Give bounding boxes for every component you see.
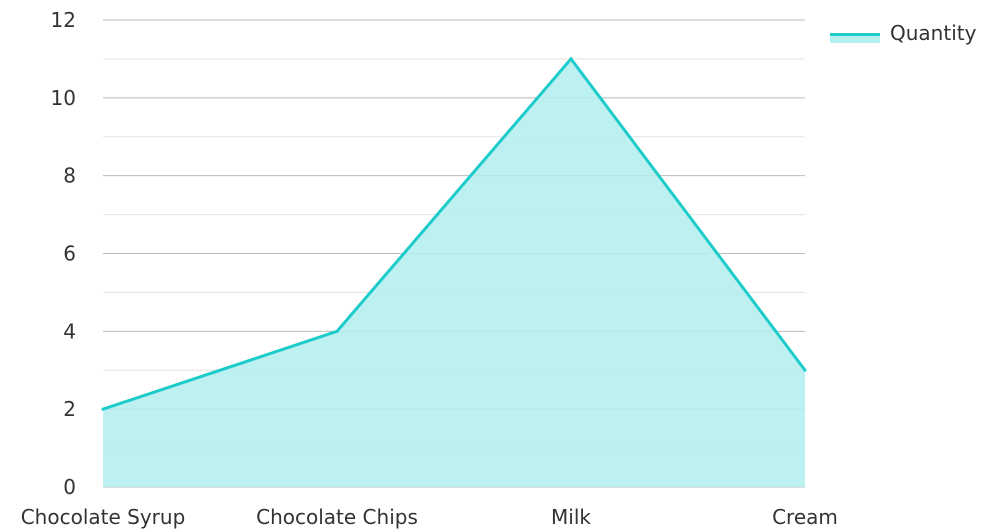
legend-swatch-fill <box>830 33 880 43</box>
y-axis-tick-labels: 0 2 4 6 8 10 12 <box>51 8 76 499</box>
series-area-fill <box>103 58 805 488</box>
y-tick-label: 4 <box>63 319 76 343</box>
series-line[interactable] <box>102 56 807 411</box>
legend[interactable]: Quantity <box>830 21 977 45</box>
x-tick-label: Milk <box>551 505 591 529</box>
y-tick-label: 8 <box>63 164 76 188</box>
y-tick-label: 6 <box>63 242 76 266</box>
series-area-layer <box>101 56 807 488</box>
x-tick-label: Chocolate Chips <box>256 505 418 529</box>
data-point-2[interactable] <box>569 57 573 61</box>
x-tick-label: Chocolate Syrup <box>21 505 186 529</box>
data-point-1[interactable] <box>335 329 339 333</box>
x-tick-label: Cream <box>772 505 838 529</box>
data-point-3[interactable] <box>803 368 807 372</box>
y-tick-label: 10 <box>51 86 76 110</box>
y-tick-label: 2 <box>63 397 76 421</box>
y-tick-label: 12 <box>51 8 76 32</box>
legend-label[interactable]: Quantity <box>890 21 977 45</box>
data-point-0[interactable] <box>101 407 105 411</box>
x-axis-tick-labels: Chocolate Syrup Chocolate Chips Milk Cream <box>21 505 838 529</box>
y-tick-label: 0 <box>63 475 76 499</box>
